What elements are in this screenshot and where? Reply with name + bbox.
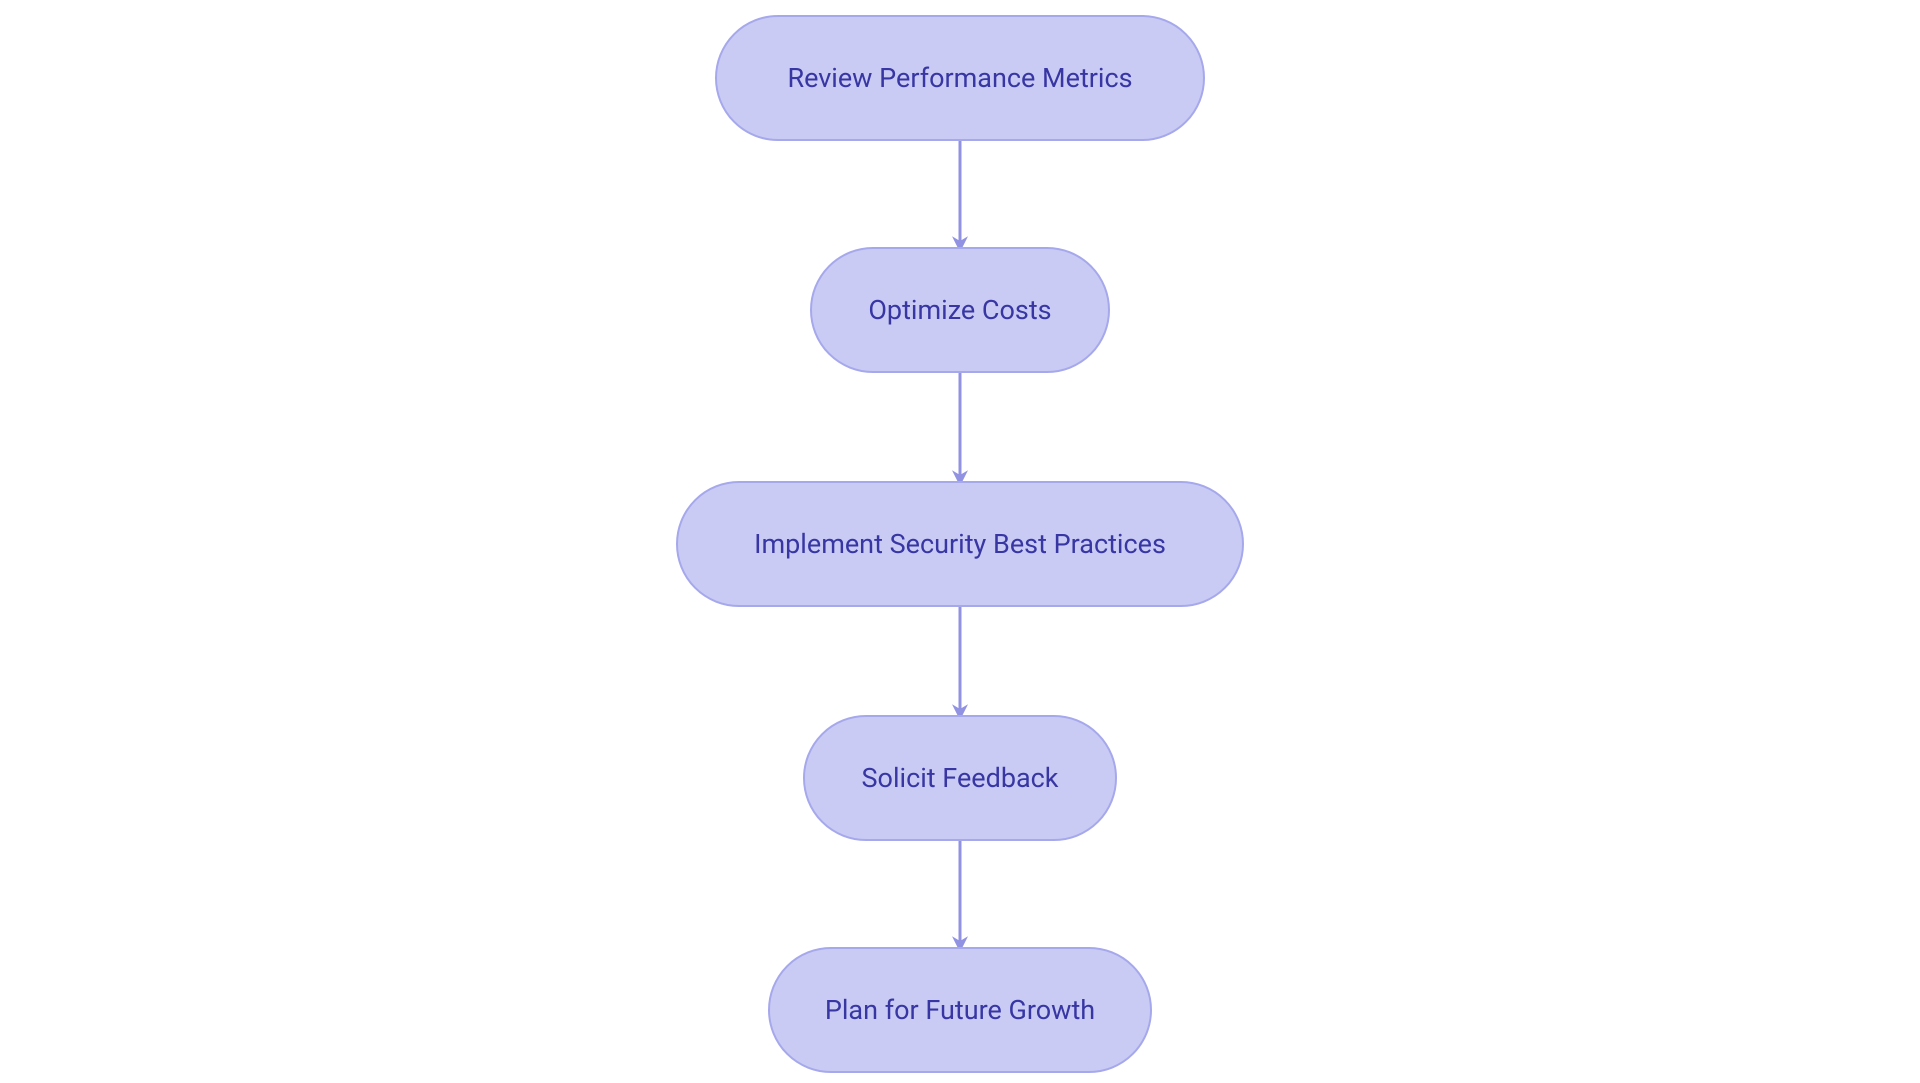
flow-node-label: Plan for Future Growth: [825, 994, 1095, 1026]
flow-node: Optimize Costs: [810, 247, 1110, 373]
flow-node: Solicit Feedback: [803, 715, 1117, 841]
flow-node: Plan for Future Growth: [768, 947, 1152, 1073]
flow-node: Implement Security Best Practices: [676, 481, 1244, 607]
flow-node-label: Implement Security Best Practices: [754, 528, 1166, 560]
flow-node: Review Performance Metrics: [715, 15, 1205, 141]
flowchart-canvas: Review Performance Metrics Optimize Costs…: [0, 0, 1920, 1083]
flow-node-label: Solicit Feedback: [862, 762, 1059, 794]
flow-node-label: Optimize Costs: [868, 294, 1051, 326]
flow-node-label: Review Performance Metrics: [787, 62, 1132, 94]
